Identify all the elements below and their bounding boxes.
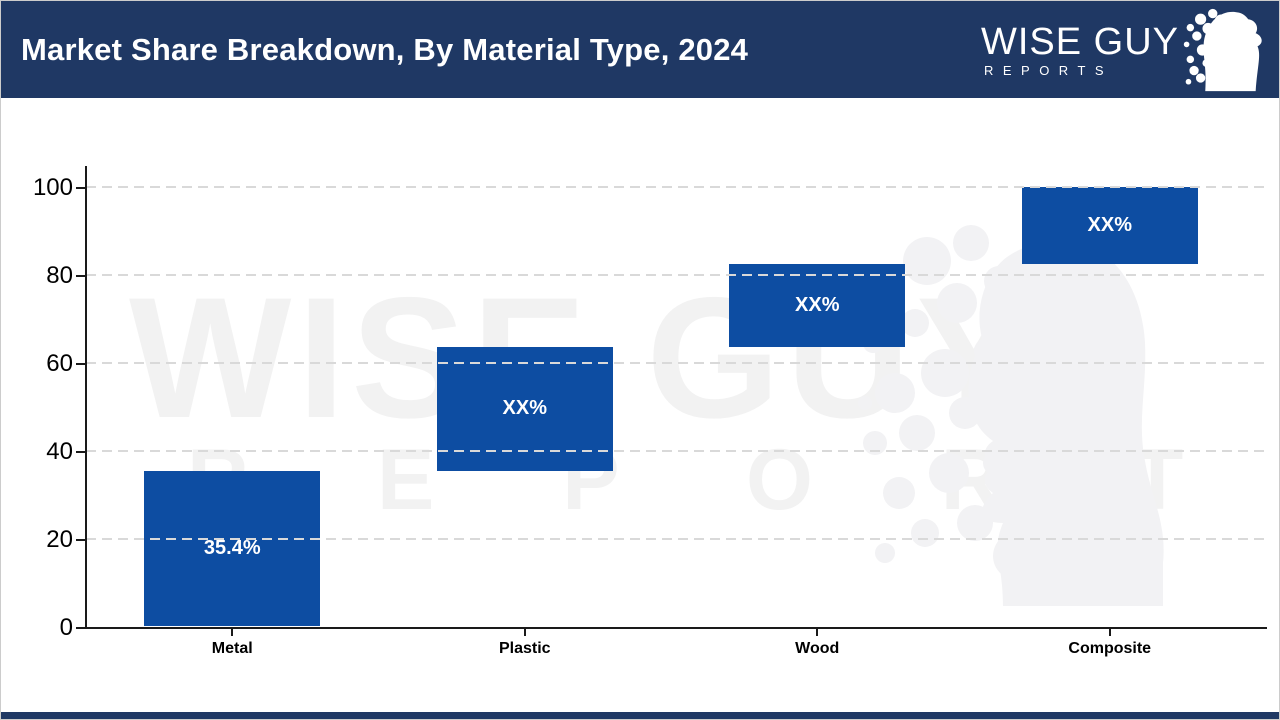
gridline [86, 186, 1267, 188]
bar-value-label: XX% [795, 293, 840, 316]
bar-value-label: XX% [502, 397, 547, 420]
header-bar: Market Share Breakdown, By Material Type… [1, 1, 1279, 98]
y-axis-tick [76, 626, 85, 629]
logo-subtext: REPORTS [983, 62, 1114, 78]
x-axis-line [84, 626, 1267, 629]
y-axis-tick [76, 362, 85, 365]
bar-value-label: 35.4% [203, 537, 261, 560]
bar-value-label: XX% [1087, 213, 1132, 236]
wiseguy-face-icon [1183, 8, 1262, 91]
y-axis-tick [76, 450, 85, 453]
x-axis-tick [816, 628, 819, 636]
y-axis-tick-label: 100 [32, 173, 73, 201]
y-axis-tick-label: 40 [46, 437, 73, 465]
x-axis-category-label: Composite [1068, 640, 1152, 657]
watermark-face-icon [858, 225, 1164, 606]
gridline [86, 450, 1267, 452]
y-axis-tick-label: 20 [46, 525, 73, 553]
logo-wordmark: WISE GUY [980, 20, 1179, 63]
x-axis-tick [231, 628, 234, 636]
y-axis-tick [76, 538, 85, 541]
x-axis-category-label: Metal [211, 640, 253, 657]
y-axis-tick-label: 0 [59, 613, 73, 641]
y-axis-tick [76, 274, 85, 277]
y-axis-tick-label: 80 [46, 261, 73, 289]
gridline [86, 274, 1267, 276]
bar: XX% [729, 263, 906, 348]
gridline [86, 538, 1267, 540]
y-axis-tick-label: 60 [46, 349, 73, 377]
x-axis-tick [523, 628, 526, 636]
wiseguy-logo: WISE GUY REPORTS [981, 6, 1265, 94]
gridline [86, 362, 1267, 364]
footer-stripe [1, 712, 1279, 719]
y-axis-tick [76, 186, 85, 189]
x-axis-tick [1108, 628, 1111, 636]
bar: XX% [1021, 186, 1198, 264]
x-axis-category-label: Wood [795, 640, 840, 657]
y-axis-line [84, 166, 87, 629]
bar: 35.4% [144, 470, 321, 627]
chart-title: Market Share Breakdown, By Material Type… [21, 31, 749, 67]
x-axis-category-label: Plastic [498, 640, 551, 657]
bar: XX% [436, 347, 613, 471]
